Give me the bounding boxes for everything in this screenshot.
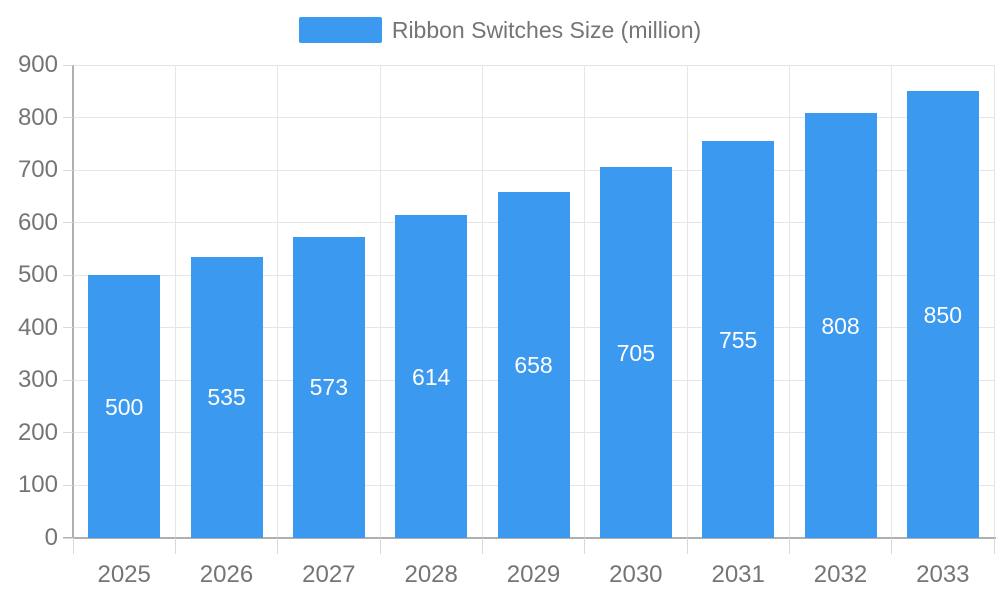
y-axis-label: 900 (17, 51, 58, 78)
bar (88, 275, 161, 538)
gridline-horizontal (73, 169, 994, 171)
x-axis-label: 2030 (609, 561, 663, 588)
legend-label: Ribbon Switches Size (million) (391, 17, 702, 43)
y-axis-tick (63, 484, 73, 486)
x-axis-tick (993, 538, 995, 554)
x-axis-tick (277, 538, 279, 554)
y-axis-tick (63, 222, 73, 224)
gridline-vertical (891, 65, 893, 538)
y-axis-label: 700 (17, 156, 58, 184)
y-axis-label: 500 (17, 261, 58, 289)
y-axis-line (72, 65, 74, 538)
bar-value-label: 573 (309, 374, 349, 401)
y-axis-label: 0 (44, 524, 58, 551)
bar-value-label: 535 (207, 384, 246, 411)
bar (190, 256, 263, 538)
legend-swatch (298, 17, 382, 43)
x-axis-tick (174, 538, 176, 554)
y-axis-tick (63, 432, 73, 434)
gridline-vertical (481, 65, 483, 538)
bar (599, 167, 672, 538)
bar-value-label: 808 (821, 312, 860, 339)
gridline-vertical (993, 65, 995, 538)
x-axis-label: 2033 (916, 561, 970, 588)
bar (497, 192, 570, 538)
x-axis-tick (72, 538, 74, 554)
bar (395, 215, 468, 538)
y-axis-label: 300 (17, 366, 58, 394)
bar-value-label: 755 (718, 326, 758, 353)
bar (906, 91, 979, 538)
y-axis-tick (63, 64, 73, 66)
x-axis-tick (686, 538, 688, 554)
x-axis-label: 2027 (302, 561, 356, 588)
gridline-vertical (584, 65, 586, 538)
x-axis-label: 2032 (813, 561, 868, 588)
gridline-horizontal (73, 64, 994, 66)
y-axis-tick (63, 537, 73, 539)
y-axis-label: 600 (17, 208, 58, 236)
y-axis-tick (63, 327, 73, 329)
y-axis-label: 400 (17, 313, 58, 341)
bar-value-label: 705 (616, 339, 656, 366)
bar-value-label: 850 (923, 301, 963, 328)
x-axis-label: 2029 (506, 561, 561, 588)
y-axis-label: 100 (17, 471, 58, 499)
x-axis-tick (788, 538, 790, 554)
y-axis-tick (63, 169, 73, 171)
y-axis-label: 800 (17, 103, 58, 131)
gridline-vertical (788, 65, 790, 538)
plot-area: 500 535 573 614 658 705 755 808 850 (63, 64, 996, 539)
legend: Ribbon Switches Size (million) (0, 14, 1000, 46)
bar-value-label: 658 (514, 352, 553, 379)
x-axis-label: 2025 (97, 561, 151, 588)
gridline-vertical (174, 65, 176, 538)
y-axis-tick (63, 274, 73, 276)
bar (702, 141, 775, 538)
gridline-vertical (686, 65, 688, 538)
y-axis-tick (63, 379, 73, 381)
y-axis-label: 200 (17, 418, 58, 446)
x-axis-label: 2028 (404, 561, 458, 588)
gridline-vertical (379, 65, 381, 538)
bar-value-label: 614 (411, 363, 451, 390)
bar (292, 236, 365, 538)
bar-value-label: 500 (104, 393, 144, 420)
x-axis-tick (481, 538, 483, 554)
x-axis-label: 2026 (199, 561, 254, 588)
x-axis-label: 2031 (711, 561, 765, 588)
bar (804, 113, 877, 538)
gridline-vertical (277, 65, 279, 538)
x-axis-tick (891, 538, 893, 554)
x-axis-tick (379, 538, 381, 554)
x-axis-tick (584, 538, 586, 554)
gridline-horizontal (73, 117, 994, 119)
x-axis-line (63, 537, 996, 539)
y-axis-tick (63, 117, 73, 119)
